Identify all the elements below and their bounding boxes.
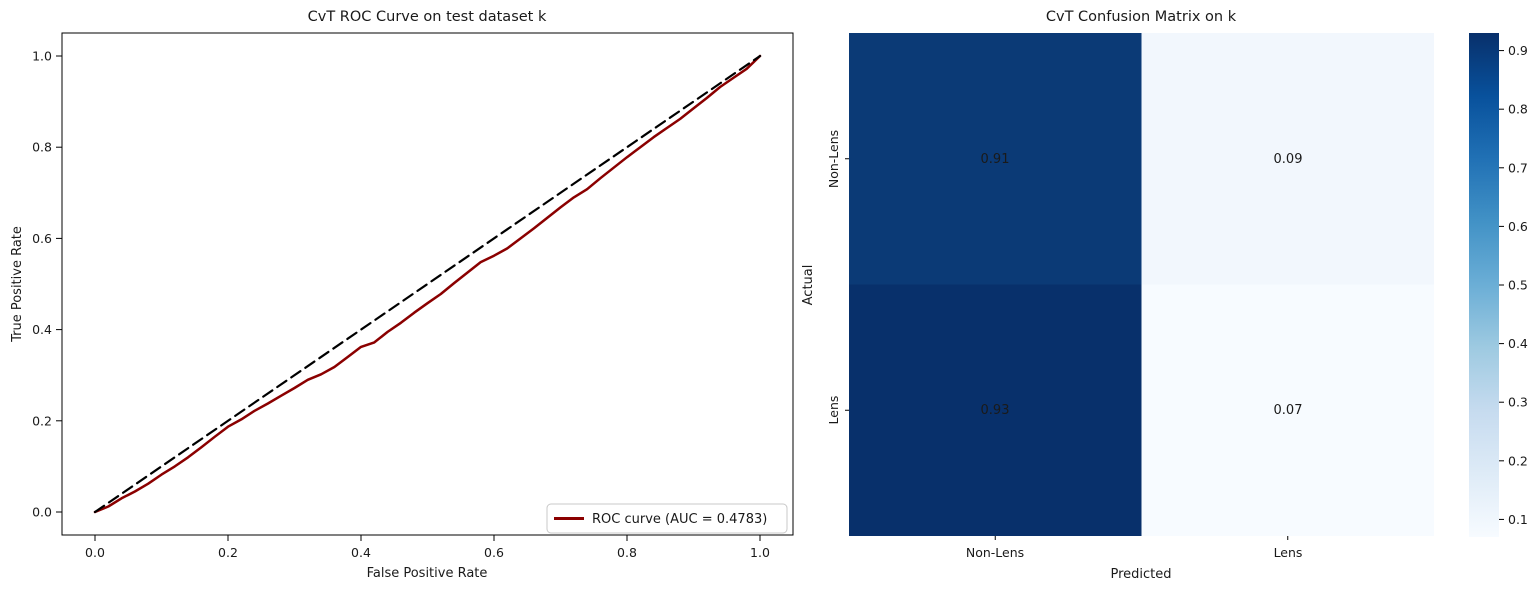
confusion-matrix-subplot: CvT Confusion Matrix on k 0.91 0.09 0.93… — [801, 9, 1528, 582]
cm-col-label-non-lens: Non-Lens — [966, 545, 1024, 560]
cm-cell-value-r1c0: 0.93 — [981, 403, 1010, 418]
cm-xlabel: Predicted — [1110, 567, 1171, 582]
roc-legend-label: ROC curve (AUC = 0.4783) — [592, 512, 767, 527]
colorbar-tick-label: 0.6 — [1508, 219, 1528, 234]
roc-x-tick-label: 0.8 — [617, 545, 637, 560]
roc-y-tick-label: 0.2 — [32, 413, 52, 428]
cm-cell-value-r1c1: 0.07 — [1274, 403, 1303, 418]
cm-cell-r0c0 — [849, 33, 1142, 285]
colorbar-ticks: 0.9 0.8 0.7 0.6 0.5 0.4 0.3 0.2 0.1 — [1499, 43, 1528, 527]
cm-cell-value-r0c0: 0.91 — [981, 152, 1010, 167]
colorbar-tick-label: 0.3 — [1508, 395, 1528, 410]
roc-x-tick-label: 0.4 — [351, 545, 371, 560]
cm-cell-r0c1 — [1141, 33, 1434, 285]
cm-title: CvT Confusion Matrix on k — [1046, 9, 1237, 25]
roc-x-tick-label: 0.2 — [218, 545, 238, 560]
roc-lines — [93, 54, 762, 514]
roc-legend-box — [546, 503, 788, 534]
roc-y-tick-label: 0.0 — [32, 505, 52, 520]
roc-axes-frame — [61, 32, 794, 536]
cm-tickmarks — [845, 158, 1289, 540]
roc-title: CvT ROC Curve on test dataset k — [308, 9, 547, 25]
roc-legend: ROC curve (AUC = 0.4783) — [546, 503, 788, 534]
colorbar-tick-label: 0.7 — [1508, 160, 1528, 175]
colorbar-tick-label: 0.1 — [1508, 512, 1528, 527]
cm-cells — [849, 33, 1434, 536]
chance-diagonal-line — [93, 54, 762, 514]
cm-row-label-non-lens: Non-Lens — [826, 130, 841, 188]
roc-y-tick-label: 0.6 — [32, 231, 52, 246]
roc-ylabel: True Positive Rate — [10, 226, 25, 343]
colorbar-tick-label: 0.5 — [1508, 278, 1528, 293]
roc-x-tick-label: 0.0 — [85, 545, 105, 560]
roc-curve-path — [93, 54, 762, 514]
roc-ticks: 0.0 0.2 0.4 0.6 0.8 1.0 0.0 0.2 0.4 0.6 0.8 1.0 — [32, 49, 770, 561]
roc-y-tick-label: 1.0 — [32, 49, 52, 64]
roc-x-tick-label: 0.6 — [484, 545, 504, 560]
cm-col-label-lens: Lens — [1274, 545, 1303, 560]
colorbar — [1469, 33, 1499, 537]
colorbar-tick-label: 0.8 — [1508, 102, 1528, 117]
cm-cell-value-r0c1: 0.09 — [1274, 152, 1303, 167]
cm-row-label-lens: Lens — [826, 396, 841, 425]
roc-xlabel: False Positive Rate — [367, 566, 488, 581]
colorbar-tick-label: 0.9 — [1508, 43, 1528, 58]
colorbar-tick-label: 0.4 — [1508, 336, 1528, 351]
roc-y-tick-label: 0.4 — [32, 322, 52, 337]
colorbar-tick-label: 0.2 — [1508, 453, 1528, 468]
roc-y-tick-label: 0.8 — [32, 140, 52, 155]
cm-cell-r1c0 — [849, 284, 1142, 536]
cm-cell-r1c1 — [1141, 284, 1434, 536]
roc-subplot: CvT ROC Curve on test dataset k 0.0 0.2 0.… — [10, 9, 794, 581]
cm-ylabel: Actual — [801, 265, 816, 306]
roc-x-tick-label: 1.0 — [750, 545, 770, 560]
